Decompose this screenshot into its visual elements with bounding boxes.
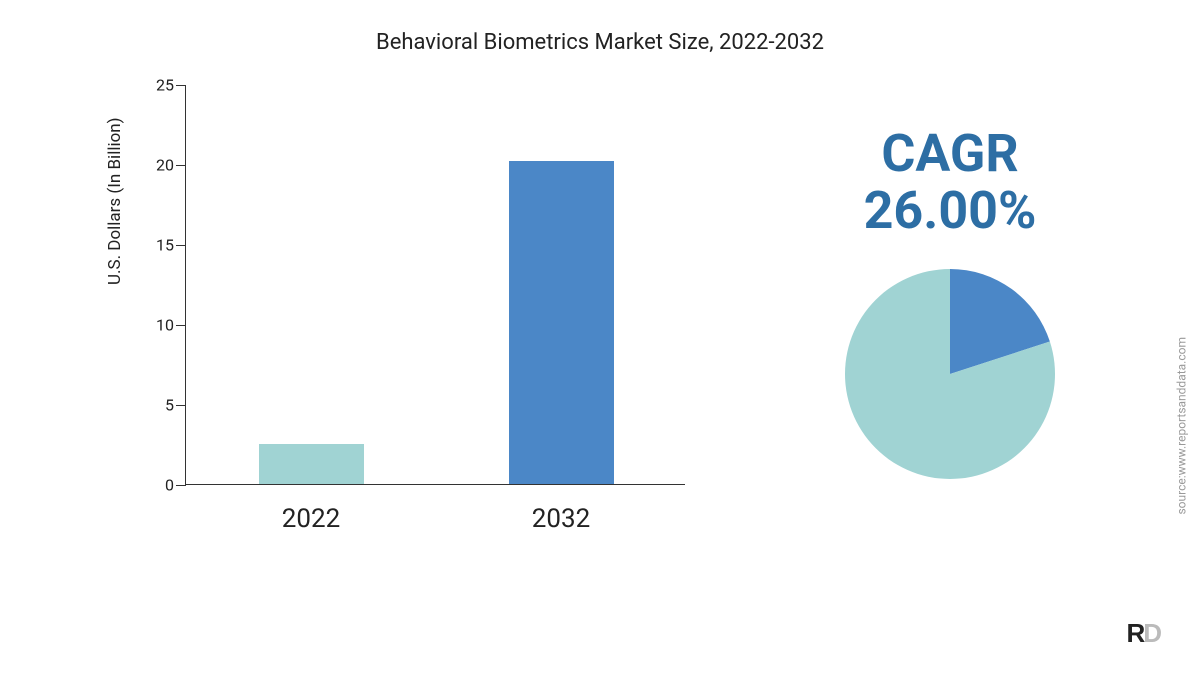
y-tick bbox=[176, 405, 186, 406]
y-tick bbox=[176, 85, 186, 86]
y-tick-label: 20 bbox=[146, 156, 174, 175]
cagr-label: CAGR bbox=[760, 125, 1140, 182]
pie-chart bbox=[845, 269, 1055, 479]
y-tick bbox=[176, 165, 186, 166]
y-tick-label: 25 bbox=[146, 76, 174, 95]
bar bbox=[509, 161, 614, 484]
y-tick-label: 15 bbox=[146, 236, 174, 255]
chart-title: Behavioral Biometrics Market Size, 2022-… bbox=[0, 0, 1200, 55]
right-panel: CAGR 26.00% bbox=[720, 85, 1140, 565]
y-tick bbox=[176, 245, 186, 246]
source-credit: source:www.reportsanddata.com bbox=[1175, 337, 1189, 515]
logo-d: D bbox=[1143, 618, 1160, 648]
bar-chart: U.S. Dollars (In Billion) 05101520252022… bbox=[100, 85, 720, 565]
y-tick-label: 5 bbox=[146, 396, 174, 415]
x-tick-label: 2022 bbox=[282, 504, 340, 534]
y-axis-label: U.S. Dollars (In Billion) bbox=[105, 117, 125, 285]
x-tick-label: 2032 bbox=[532, 504, 590, 534]
y-tick bbox=[176, 485, 186, 486]
plot-area: 051015202520222032 bbox=[185, 85, 685, 485]
y-tick bbox=[176, 325, 186, 326]
bar bbox=[259, 444, 364, 484]
y-tick-label: 10 bbox=[146, 316, 174, 335]
y-tick-label: 0 bbox=[146, 476, 174, 495]
brand-logo: RD bbox=[1126, 618, 1160, 649]
logo-r: R bbox=[1126, 618, 1143, 648]
content-row: U.S. Dollars (In Billion) 05101520252022… bbox=[0, 55, 1200, 565]
cagr-value: 26.00% bbox=[760, 182, 1140, 239]
